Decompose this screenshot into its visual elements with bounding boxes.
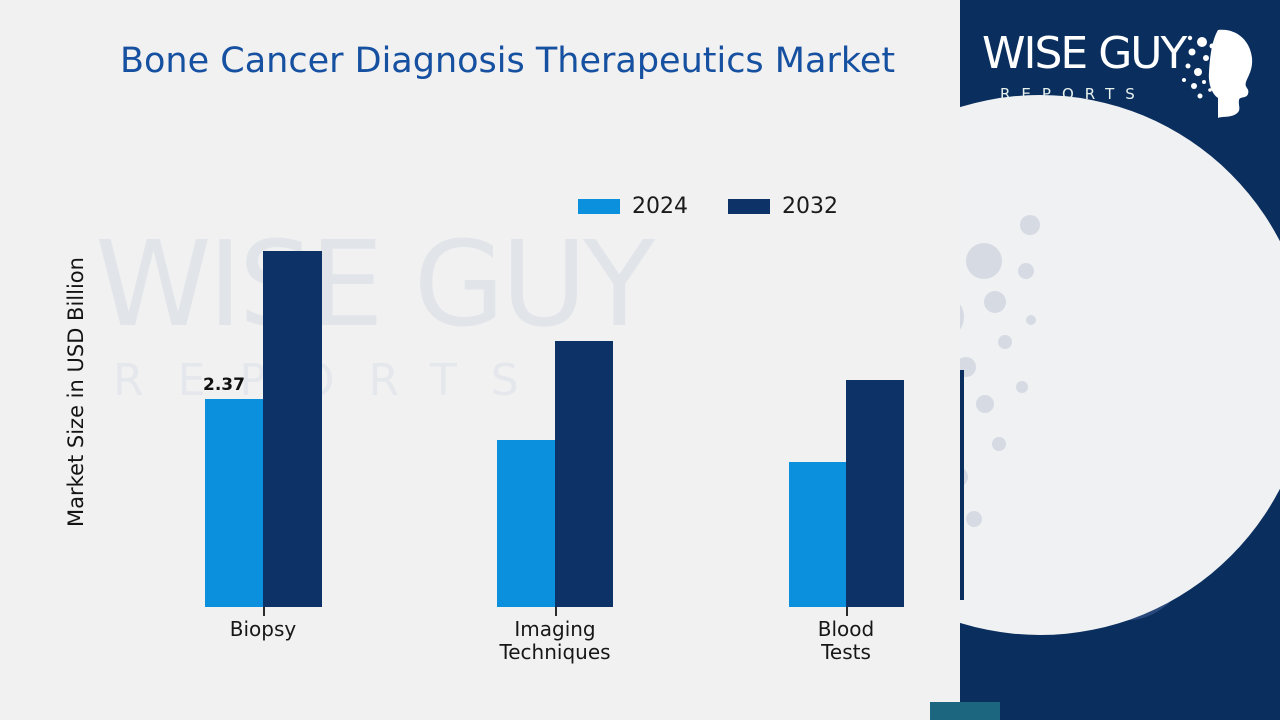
teal-accent-bar: [960, 702, 1000, 720]
category-label-imaging-techniques: Imaging Techniques: [499, 617, 611, 664]
bar-2024-imaging-techniques[interactable]: [497, 440, 555, 607]
legend-label-2024: 2024: [632, 194, 688, 219]
brand-logo: WISE GUY REPORTS: [982, 20, 1258, 120]
head-profile-icon: [1182, 26, 1258, 122]
bar-value-2024-biopsy: 2.37: [203, 375, 245, 395]
legend-swatch-2024: [578, 199, 620, 214]
logo-secondary-text: REPORTS: [1000, 85, 1146, 103]
decorative-circle: [960, 95, 1280, 635]
chart-legend: 2024 2032: [578, 194, 838, 219]
bar-2024-biopsy[interactable]: [205, 399, 263, 607]
panel-left-accent: [960, 370, 964, 600]
plot-area: 2.37 Biopsy Imaging Techniques Blood Tes…: [100, 160, 930, 664]
bars-layer: 2.37 Biopsy Imaging Techniques Blood Tes…: [100, 160, 930, 664]
tick-blood-tests: [846, 607, 848, 616]
legend-label-2032: 2032: [782, 194, 838, 219]
brand-panel: WISE GUY REPORTS: [960, 0, 1280, 720]
y-axis-label: Market Size in USD Billion: [64, 257, 88, 527]
logo-primary-text: WISE GUY: [982, 28, 1187, 79]
chart-title: Bone Cancer Diagnosis Therapeutics Marke…: [120, 41, 896, 81]
category-label-blood-tests: Blood Tests: [817, 617, 875, 664]
tick-imaging-techniques: [555, 607, 557, 616]
bar-2032-imaging-techniques[interactable]: [555, 341, 613, 607]
category-label-biopsy: Biopsy: [229, 617, 297, 641]
bar-2032-blood-tests[interactable]: [846, 380, 904, 607]
bar-2024-blood-tests[interactable]: [789, 462, 846, 607]
teal-accent-strip: [930, 702, 960, 720]
circle-dot-cluster: [960, 95, 1280, 635]
legend-item-2032[interactable]: 2032: [728, 194, 838, 219]
tick-biopsy: [263, 607, 265, 616]
legend-item-2024[interactable]: 2024: [578, 194, 688, 219]
bar-2032-biopsy[interactable]: [263, 251, 322, 607]
legend-swatch-2032: [728, 199, 770, 214]
